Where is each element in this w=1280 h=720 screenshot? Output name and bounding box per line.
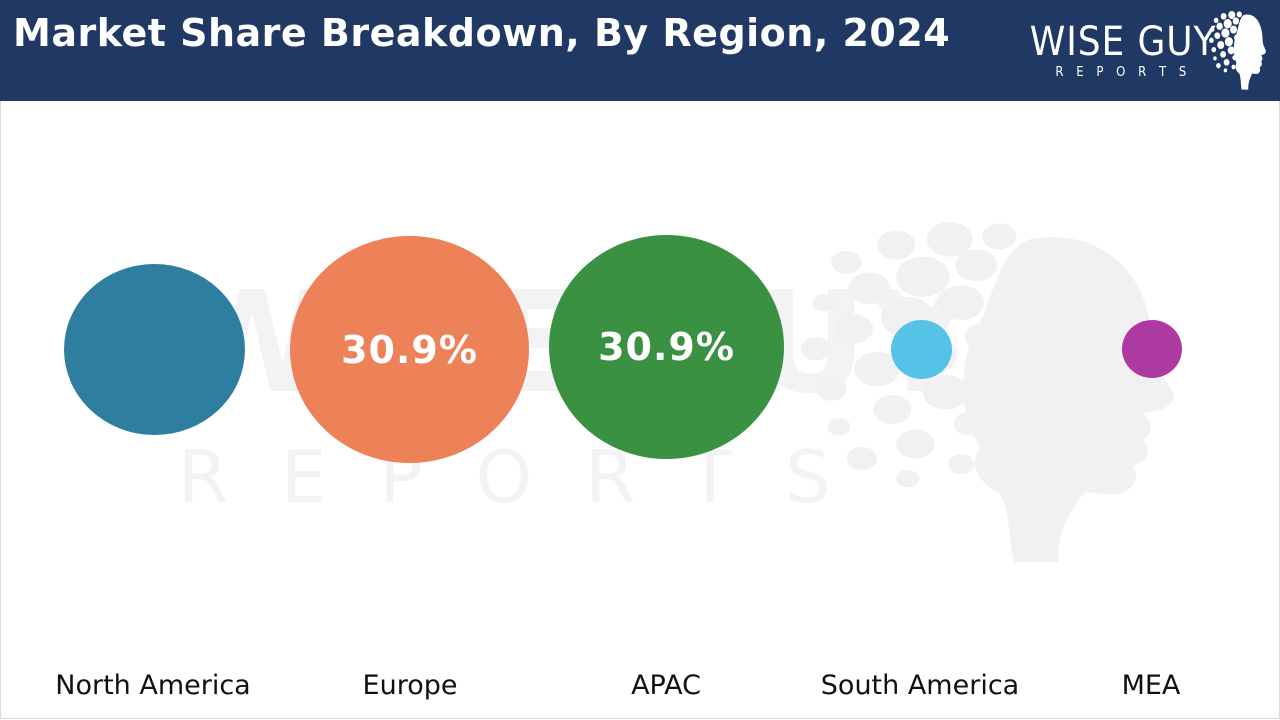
watermark-reports-text: R E P O R T S [178,435,846,519]
brand-name: WISE GUY [1029,19,1216,65]
bubble-north-america [64,264,245,435]
watermark-head-icon [800,222,1175,563]
brand-subtitle: R E P O R T S [1054,65,1191,80]
data-label-apac: 30.9% [598,325,735,369]
bubble-mea [1122,320,1182,378]
category-label-europe: Europe [362,670,458,701]
category-label-south-america: South America [820,670,1020,701]
bubble-apac: 30.9% [549,235,784,459]
data-label-europe: 30.9% [341,327,478,372]
brand-text: WISE GUY R E P O R T S [1029,22,1216,80]
header-bar: Market Share Breakdown, By Region, 2024 … [0,0,1280,101]
brand-logo: WISE GUY R E P O R T S [1009,7,1266,95]
category-label-north-america: North America [55,670,251,701]
bubble-south-america [891,320,952,379]
category-label-mea: MEA [1121,670,1181,701]
bubble-europe: 30.9% [290,236,529,463]
category-label-apac: APAC [631,670,701,701]
wiseguy-head-icon [1209,11,1266,90]
page-title: Market Share Breakdown, By Region, 2024 [13,11,951,55]
